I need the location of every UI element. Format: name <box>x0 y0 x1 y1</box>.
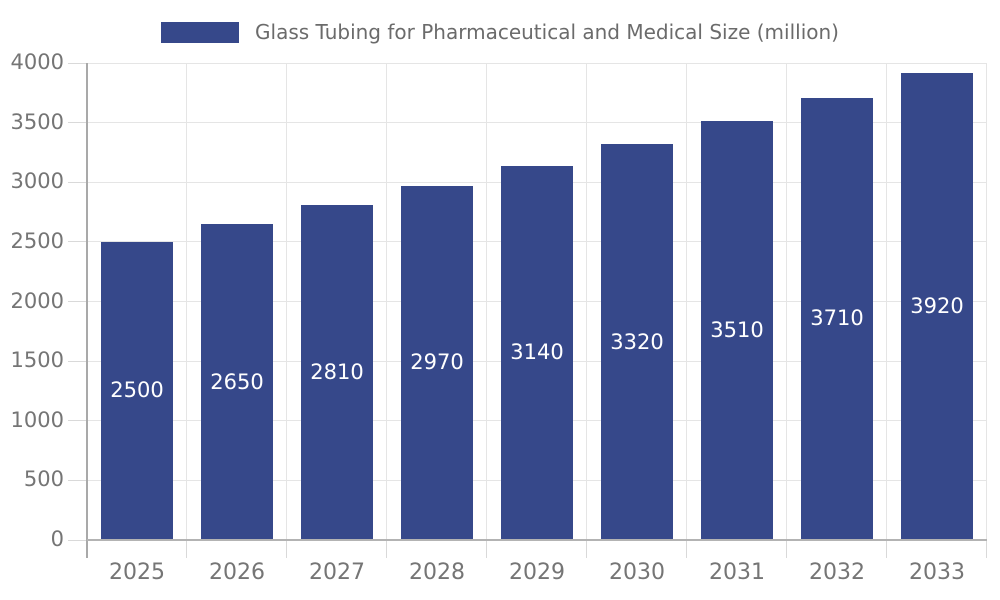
y-axis-tick <box>68 479 87 481</box>
x-axis-tick-label: 2026 <box>209 560 265 585</box>
plot-area: 0 500 1000 1500 2000 2500 3000 3500 4000 2500 2025… <box>11 52 987 585</box>
x-axis-tick <box>186 540 187 558</box>
x-axis-tick <box>586 540 587 558</box>
v-gridline <box>986 63 987 540</box>
y-axis-tick-label: 3000 <box>10 169 64 194</box>
x-axis-tick-label: 2025 <box>109 560 165 585</box>
y-axis-tick <box>68 181 87 183</box>
x-axis-tick <box>786 540 787 558</box>
y-axis-tick <box>68 241 87 243</box>
bar-value-label: 3710 <box>810 306 864 331</box>
x-axis-tick <box>286 540 287 558</box>
legend[interactable]: Glass Tubing for Pharmaceutical and Medi… <box>0 20 1000 44</box>
bar-value-label: 2810 <box>310 359 364 384</box>
y-axis-tick-label: 3500 <box>10 109 64 134</box>
y-axis-tick-label: 4000 <box>10 50 64 75</box>
bar: 3140 <box>501 165 573 540</box>
h-gridline <box>87 62 987 64</box>
bar: 3710 <box>801 97 873 540</box>
v-gridline <box>786 63 787 540</box>
y-axis-tick <box>68 360 87 362</box>
bar: 2650 <box>201 224 273 540</box>
x-axis-baseline <box>87 539 987 541</box>
bar-value-label: 2500 <box>110 378 164 403</box>
x-axis-tick-label: 2032 <box>809 560 865 585</box>
bar-value-label: 3320 <box>610 329 664 354</box>
bar: 2500 <box>101 241 173 540</box>
y-axis-line <box>86 63 88 558</box>
v-gridline <box>686 63 687 540</box>
y-axis-tick-label: 1000 <box>10 407 64 432</box>
y-axis-tick <box>68 420 87 422</box>
h-gridline <box>87 122 987 124</box>
bar-value-label: 3510 <box>710 318 764 343</box>
v-gridline <box>486 63 487 540</box>
v-gridline <box>186 63 187 540</box>
x-axis-tick-label: 2033 <box>909 560 965 585</box>
bar: 3320 <box>601 144 673 540</box>
bar-value-label: 3140 <box>510 340 564 365</box>
v-gridline <box>886 63 887 540</box>
y-axis-tick <box>68 539 87 541</box>
bar-value-label: 2650 <box>210 369 264 394</box>
y-axis-tick-label: 2000 <box>10 288 64 313</box>
x-axis-tick <box>386 540 387 558</box>
x-axis-tick <box>986 540 987 558</box>
x-axis-tick-label: 2028 <box>409 560 465 585</box>
x-axis-tick <box>886 540 887 558</box>
y-axis-tick-label: 0 <box>50 527 64 552</box>
bar-value-label: 3920 <box>910 293 964 318</box>
y-axis-tick <box>68 122 87 124</box>
v-gridline <box>586 63 587 540</box>
y-axis-tick <box>68 62 87 64</box>
y-axis-tick-label: 500 <box>23 467 64 492</box>
x-axis-tick-label: 2031 <box>709 560 765 585</box>
y-axis-tick <box>68 301 87 302</box>
v-gridline <box>386 63 387 540</box>
bar: 3920 <box>901 72 973 540</box>
bar: 2810 <box>301 204 373 540</box>
x-axis-tick-label: 2029 <box>509 560 565 585</box>
legend-swatch <box>161 21 240 43</box>
bar: 2970 <box>401 185 473 540</box>
bar-value-label: 2970 <box>410 350 464 375</box>
y-axis-tick-label: 1500 <box>10 348 64 373</box>
v-gridline <box>286 63 287 540</box>
legend-series-label: Glass Tubing for Pharmaceutical and Medi… <box>255 20 839 44</box>
x-axis-tick <box>686 540 687 558</box>
x-axis-tick-label: 2030 <box>609 560 665 585</box>
y-axis-tick-label: 2500 <box>10 228 64 253</box>
x-axis-tick-label: 2027 <box>309 560 365 585</box>
x-axis-tick <box>486 540 487 558</box>
bar: 3510 <box>701 121 773 540</box>
